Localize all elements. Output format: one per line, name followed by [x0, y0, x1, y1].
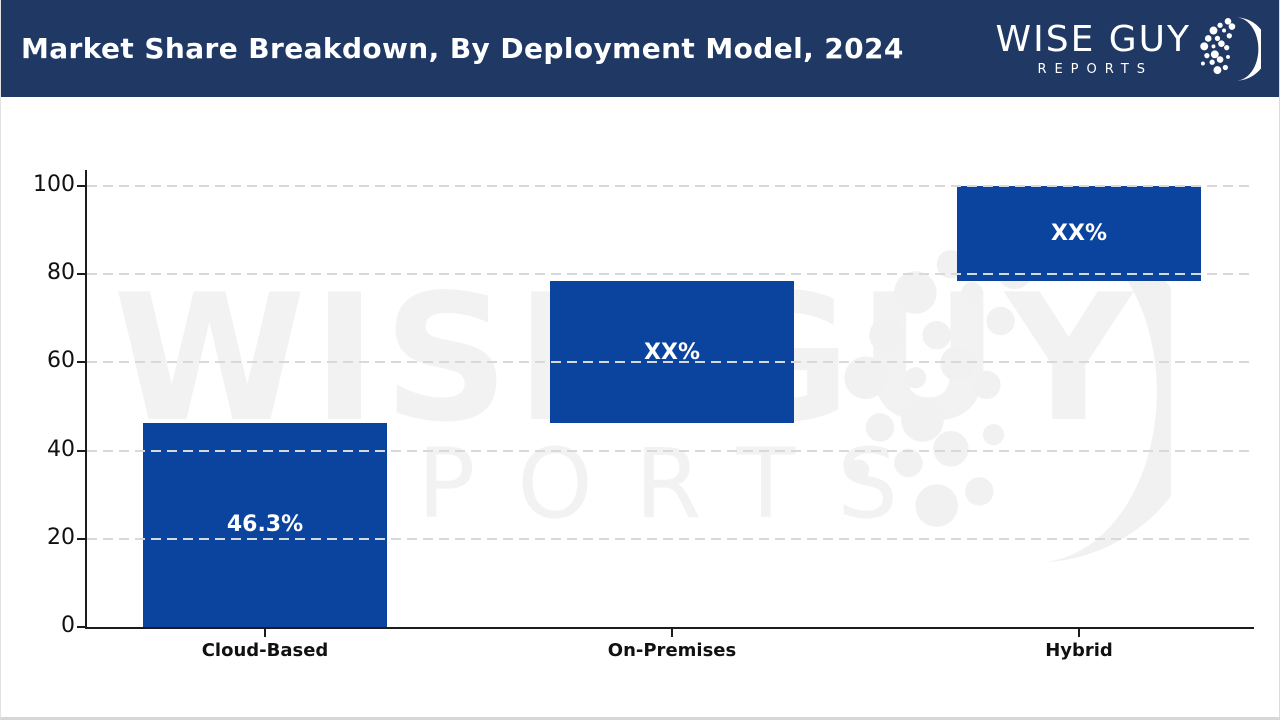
- y-tick-mark: [77, 626, 85, 628]
- bar-cloud-based: 46.3%: [143, 422, 387, 627]
- bar-value-label: XX%: [1051, 221, 1107, 247]
- gridline: [87, 273, 1254, 276]
- page-title: Market Share Breakdown, By Deployment Mo…: [21, 32, 904, 65]
- y-tick-label: 40: [47, 436, 75, 462]
- y-tick-mark: [77, 273, 85, 276]
- bar-on-premises: XX%: [550, 281, 794, 423]
- y-tick-mark: [77, 537, 85, 540]
- bar-hybrid: XX%: [957, 186, 1201, 282]
- x-tick-mark: [1078, 629, 1080, 637]
- x-category-label: On-Premises: [607, 640, 737, 661]
- y-tick-label: 60: [47, 348, 75, 374]
- wiseguy-logo: WISE GUY REPORTS: [995, 10, 1261, 88]
- y-tick-label: 0: [61, 613, 75, 638]
- gridline: [87, 537, 1254, 540]
- gridline: [87, 361, 1254, 364]
- header: Market Share Breakdown, By Deployment Mo…: [1, 0, 1279, 97]
- x-tick-mark: [264, 629, 266, 637]
- y-tick-label: 100: [33, 172, 75, 197]
- bar-value-label: 46.3%: [226, 512, 304, 538]
- gridline: [87, 185, 1254, 187]
- y-tick-label: 20: [47, 524, 75, 550]
- y-axis-line: [85, 170, 87, 629]
- y-tick-mark: [77, 185, 85, 187]
- x-tick-mark: [671, 629, 673, 637]
- y-tick-label: 80: [47, 260, 75, 286]
- logo-subtitle: REPORTS: [1037, 61, 1154, 77]
- y-tick-mark: [77, 449, 85, 452]
- logo-wordmark: WISE GUY: [995, 18, 1191, 60]
- y-tick-mark: [77, 361, 85, 364]
- x-category-label: Hybrid: [1045, 640, 1113, 661]
- x-axis-line: [85, 627, 1254, 629]
- bar-value-label: XX%: [644, 339, 700, 365]
- gridline: [87, 449, 1254, 452]
- x-category-label: Cloud-Based: [201, 640, 329, 661]
- dotted-face-logo-icon: [1200, 16, 1261, 81]
